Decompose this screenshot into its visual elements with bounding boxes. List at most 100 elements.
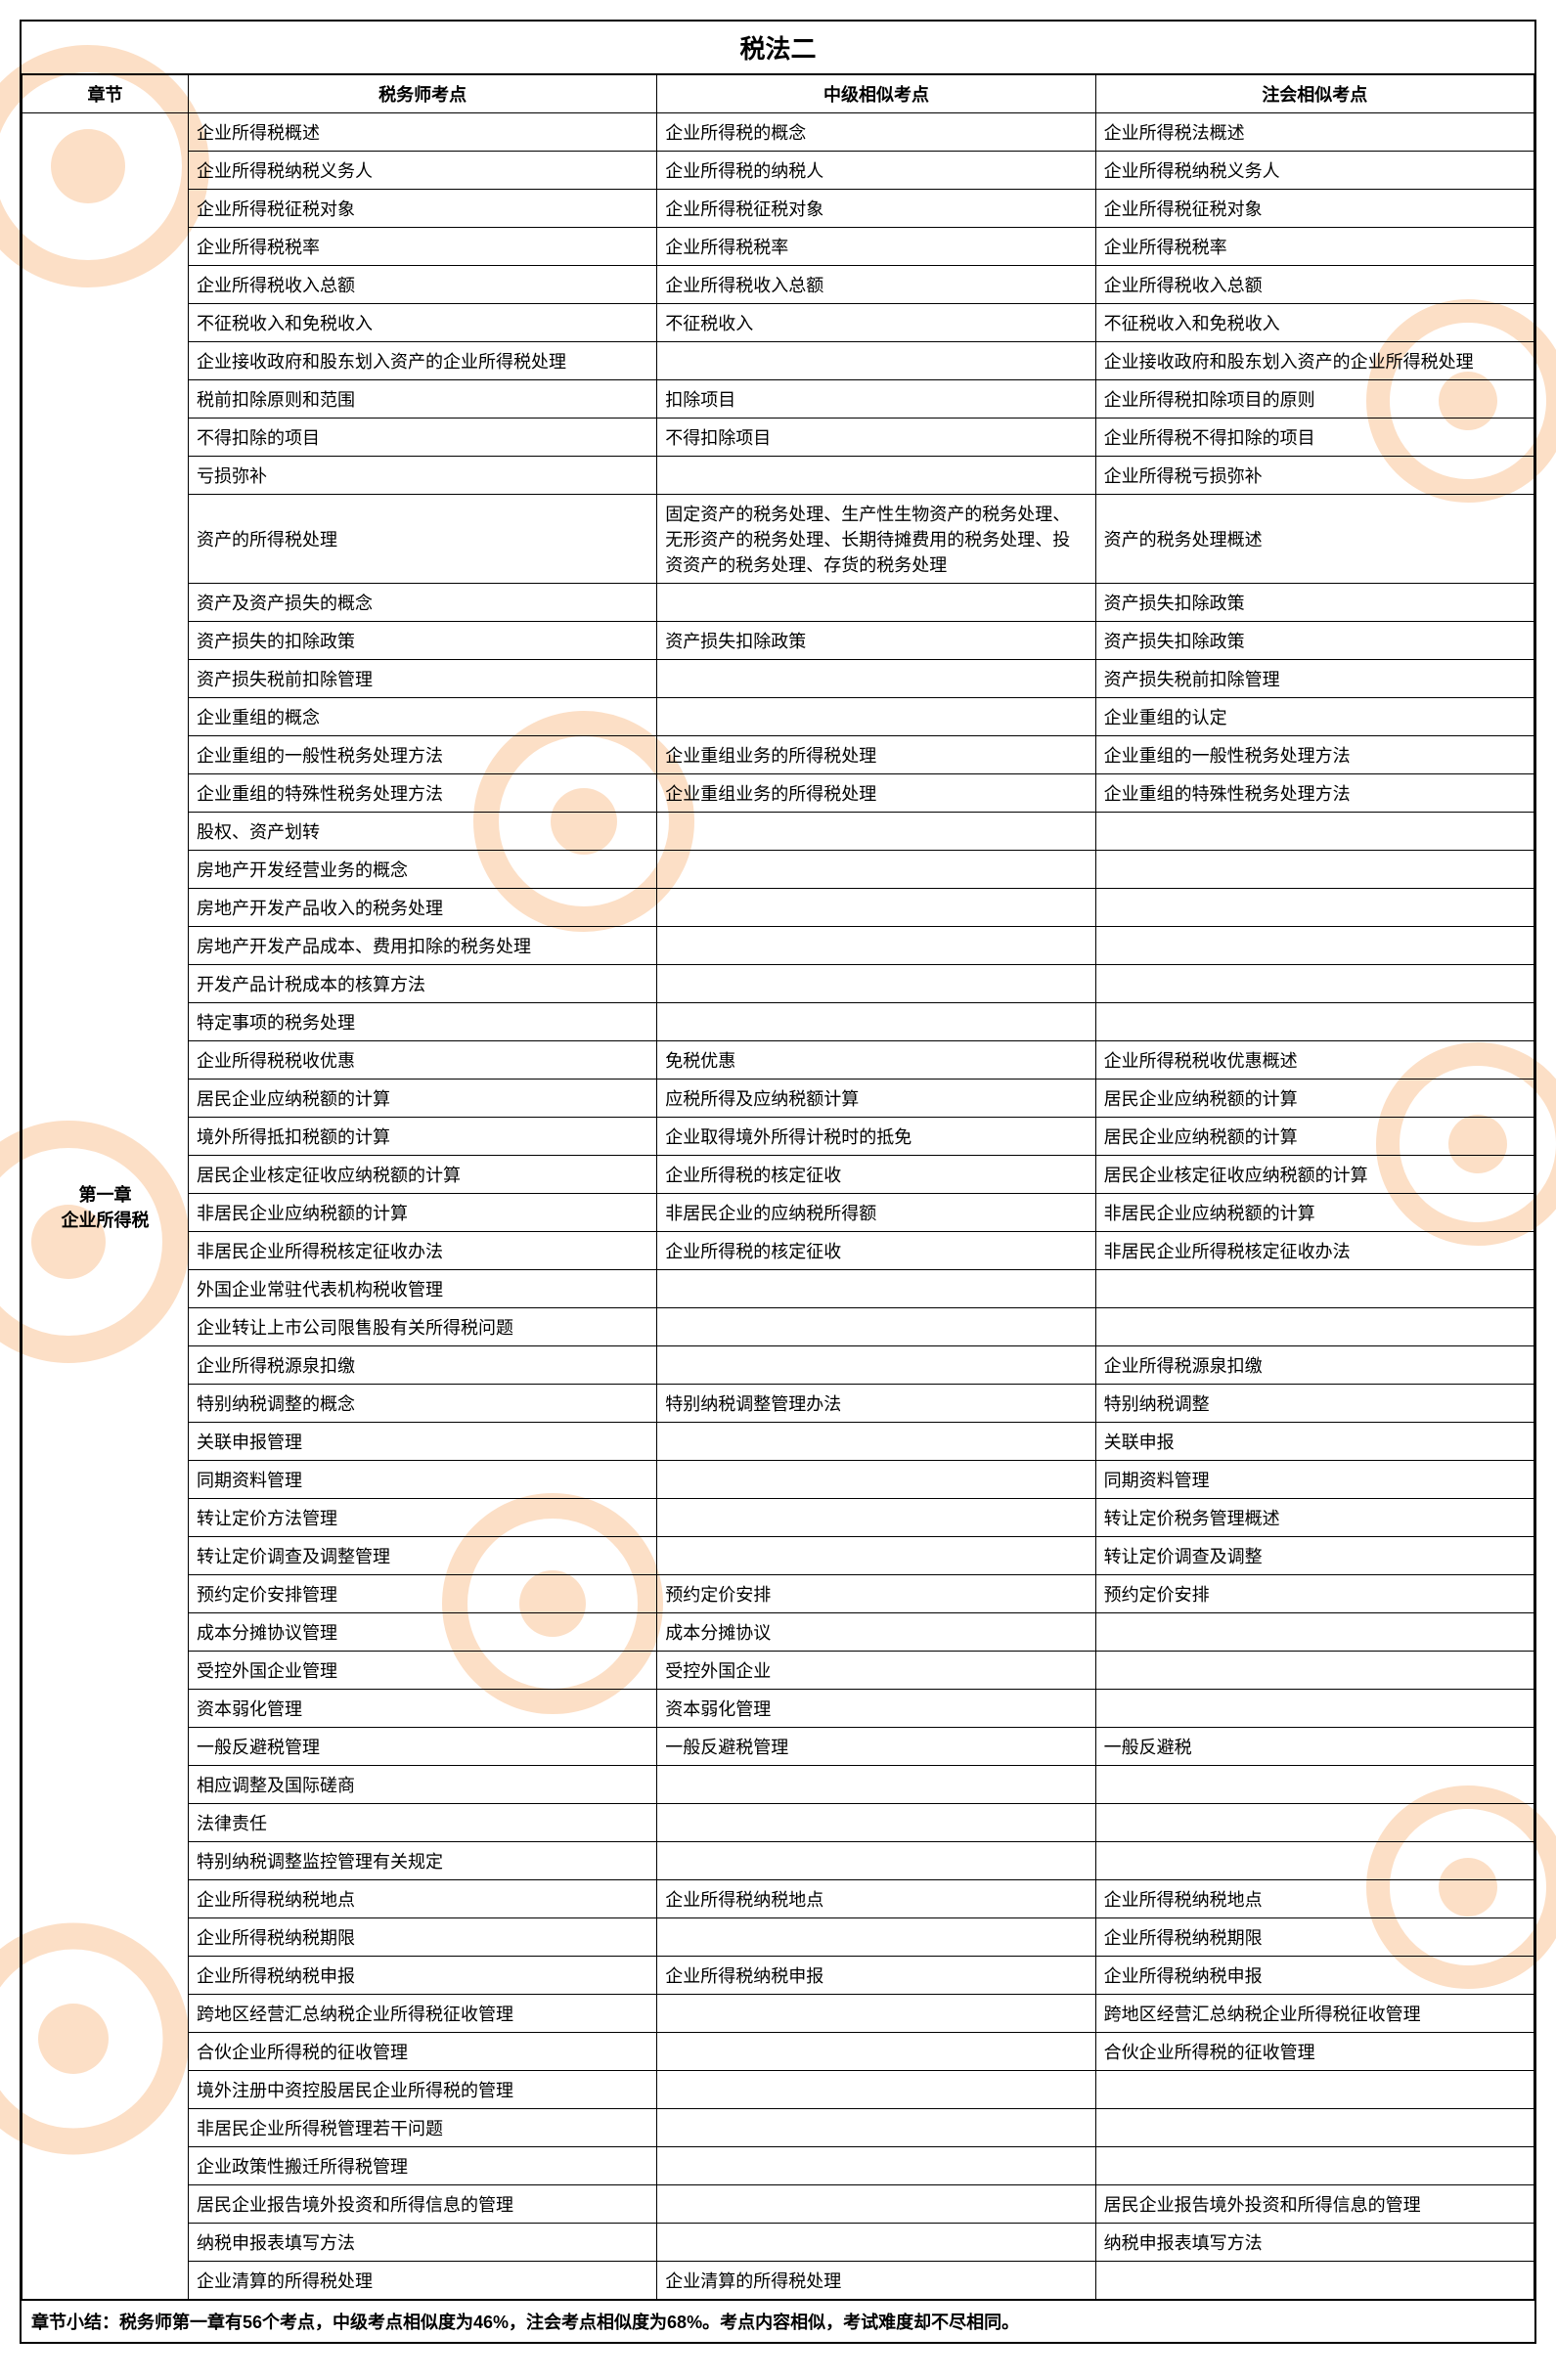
header-colA: 税务师考点 [189,75,657,113]
cell-b [657,1804,1095,1842]
cell-b: 企业所得税纳税地点 [657,1880,1095,1918]
table-row: 特别纳税调整监控管理有关规定 [22,1842,1534,1880]
cell-a: 房地产开发经营业务的概念 [189,851,657,889]
cell-b: 企业所得税的纳税人 [657,152,1095,190]
cell-c: 资产损失扣除政策 [1095,622,1534,660]
cell-a: 企业政策性搬迁所得税管理 [189,2147,657,2185]
cell-c: 转让定价调查及调整 [1095,1537,1534,1575]
table-row: 受控外国企业管理受控外国企业 [22,1652,1534,1690]
cell-c [1095,2262,1534,2300]
cell-a: 居民企业报告境外投资和所得信息的管理 [189,2185,657,2224]
cell-b: 企业所得税的概念 [657,113,1095,152]
cell-c [1095,927,1534,965]
cell-b [657,1003,1095,1041]
cell-c: 资产损失扣除政策 [1095,584,1534,622]
table-row: 转让定价调查及调整管理转让定价调查及调整 [22,1537,1534,1575]
cell-c: 企业所得税不得扣除的项目 [1095,419,1534,457]
table-row: 企业所得税征税对象企业所得税征税对象企业所得税征税对象 [22,190,1534,228]
cell-a: 企业重组的一般性税务处理方法 [189,736,657,774]
cell-a: 居民企业应纳税额的计算 [189,1080,657,1118]
cell-c: 企业所得税扣除项目的原则 [1095,380,1534,419]
cell-c: 企业所得税纳税期限 [1095,1918,1534,1957]
table-row: 纳税申报表填写方法纳税申报表填写方法 [22,2224,1534,2262]
cell-b [657,889,1095,927]
cell-a: 资产的所得税处理 [189,495,657,584]
cell-c: 不征税收入和免税收入 [1095,304,1534,342]
cell-c: 企业所得税征税对象 [1095,190,1534,228]
cell-c: 预约定价安排 [1095,1575,1534,1613]
cell-a: 不得扣除的项目 [189,419,657,457]
cell-a: 预约定价安排管理 [189,1575,657,1613]
table-row: 资产损失税前扣除管理资产损失税前扣除管理 [22,660,1534,698]
cell-b [657,1270,1095,1308]
cell-b: 企业所得税纳税申报 [657,1957,1095,1995]
cell-a: 企业所得税纳税申报 [189,1957,657,1995]
table-row: 企业转让上市公司限售股有关所得税问题 [22,1308,1534,1346]
table-row: 境外注册中资控股居民企业所得税的管理 [22,2071,1534,2109]
table-row: 成本分摊协议管理成本分摊协议 [22,1613,1534,1652]
table-row: 企业所得税纳税期限 企业所得税纳税期限 [22,1918,1534,1957]
cell-c: 企业所得税纳税地点 [1095,1880,1534,1918]
table-row: 不征税收入和免税收入不征税收入不征税收入和免税收入 [22,304,1534,342]
cell-a: 企业清算的所得税处理 [189,2262,657,2300]
table-row: 开发产品计税成本的核算方法 [22,965,1534,1003]
cell-a: 房地产开发产品收入的税务处理 [189,889,657,927]
table-row: 境外所得抵扣税额的计算企业取得境外所得计税时的抵免居民企业应纳税额的计算 [22,1118,1534,1156]
cell-a: 法律责任 [189,1804,657,1842]
cell-c [1095,1842,1534,1880]
cell-b: 企业所得税的核定征收 [657,1232,1095,1270]
header-colC: 注会相似考点 [1095,75,1534,113]
chapter-cell: 第一章 企业所得税 [22,113,189,2300]
cell-a: 关联申报管理 [189,1423,657,1461]
cell-a: 资本弱化管理 [189,1690,657,1728]
cell-b: 企业重组业务的所得税处理 [657,736,1095,774]
cell-b [657,457,1095,495]
cell-b [657,1842,1095,1880]
cell-a: 境外所得抵扣税额的计算 [189,1118,657,1156]
cell-c [1095,1652,1534,1690]
cell-c: 企业所得税纳税申报 [1095,1957,1534,1995]
cell-a: 居民企业核定征收应纳税额的计算 [189,1156,657,1194]
table-row: 合伙企业所得税的征收管理合伙企业所得税的征收管理 [22,2033,1534,2071]
cell-c [1095,1003,1534,1041]
cell-a: 特定事项的税务处理 [189,1003,657,1041]
cell-a: 企业接收政府和股东划入资产的企业所得税处理 [189,342,657,380]
cell-c: 居民企业报告境外投资和所得信息的管理 [1095,2185,1534,2224]
cell-c: 企业重组的认定 [1095,698,1534,736]
cell-a: 同期资料管理 [189,1461,657,1499]
cell-b [657,1308,1095,1346]
cell-c: 企业接收政府和股东划入资产的企业所得税处理 [1095,342,1534,380]
cell-b [657,1995,1095,2033]
cell-b [657,1423,1095,1461]
cell-c: 一般反避税 [1095,1728,1534,1766]
cell-a: 受控外国企业管理 [189,1652,657,1690]
cell-a: 不征税收入和免税收入 [189,304,657,342]
cell-a: 相应调整及国际磋商 [189,1766,657,1804]
cell-c: 关联申报 [1095,1423,1534,1461]
cell-b [657,965,1095,1003]
cell-a: 一般反避税管理 [189,1728,657,1766]
cell-c: 企业重组的一般性税务处理方法 [1095,736,1534,774]
cell-a: 房地产开发产品成本、费用扣除的税务处理 [189,927,657,965]
cell-c: 纳税申报表填写方法 [1095,2224,1534,2262]
cell-c [1095,1308,1534,1346]
cell-a: 税前扣除原则和范围 [189,380,657,419]
table-row: 特定事项的税务处理 [22,1003,1534,1041]
cell-b [657,2109,1095,2147]
cell-a: 企业所得税征税对象 [189,190,657,228]
cell-b [657,2071,1095,2109]
cell-c [1095,1613,1534,1652]
cell-a: 企业重组的概念 [189,698,657,736]
cell-a: 企业所得税源泉扣缴 [189,1346,657,1385]
page-title: 税法二 [22,22,1534,74]
cell-a: 企业所得税纳税期限 [189,1918,657,1957]
cell-a: 资产损失的扣除政策 [189,622,657,660]
cell-b: 企业清算的所得税处理 [657,2262,1095,2300]
chapter-summary: 章节小结：税务师第一章有56个考点，中级考点相似度为46%，注会考点相似度为68… [22,2300,1534,2342]
cell-b [657,1537,1095,1575]
table-row: 企业所得税税收优惠免税优惠企业所得税税收优惠概述 [22,1041,1534,1080]
table-row: 特别纳税调整的概念特别纳税调整管理办法特别纳税调整 [22,1385,1534,1423]
document-container: 税法二 章节 税务师考点 中级相似考点 注会相似考点 第一章 企业所得税企业所得… [20,20,1536,2344]
cell-b [657,1499,1095,1537]
cell-a: 企业转让上市公司限售股有关所得税问题 [189,1308,657,1346]
